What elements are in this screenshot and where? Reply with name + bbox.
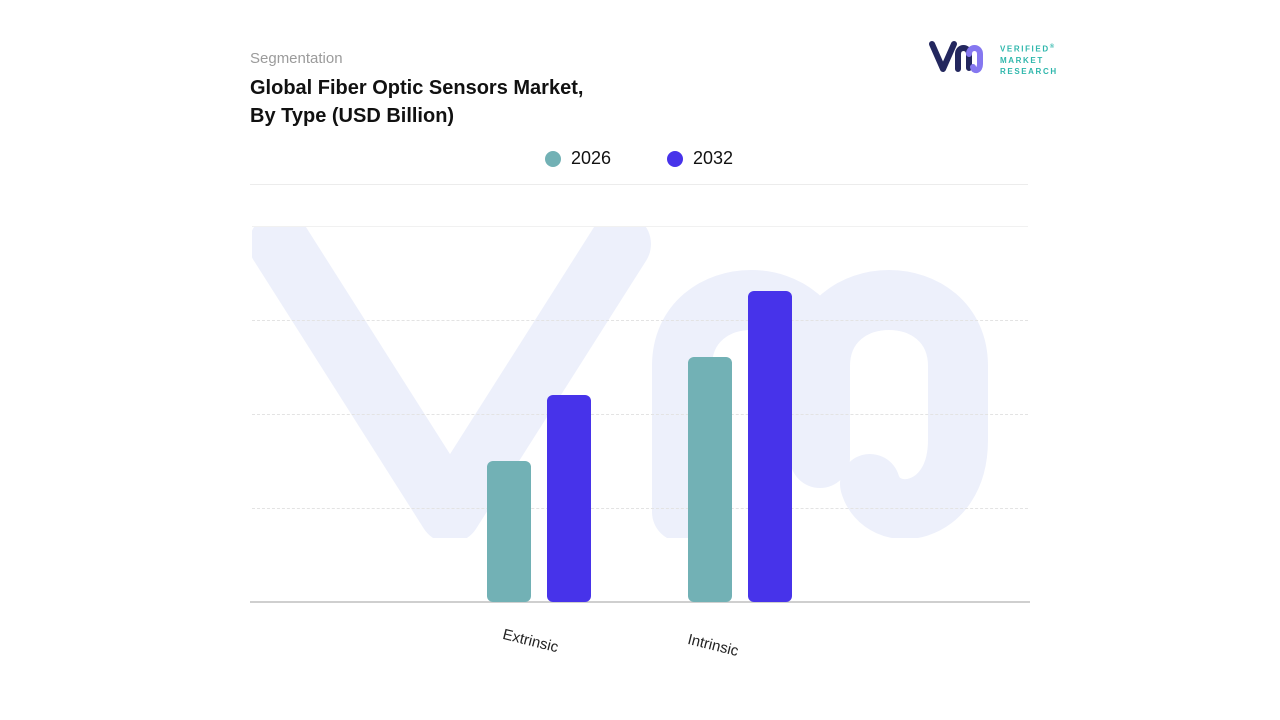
chart-title-line2: By Type (USD Billion) [250, 105, 455, 127]
chart-eyebrow: Segmentation [250, 50, 343, 67]
header-divider [250, 184, 1028, 185]
chart-title: Global Fiber Optic Sensors Market, By Ty… [250, 74, 583, 130]
legend-item-2032: 2032 [667, 148, 733, 169]
gridline-3 [252, 508, 1028, 509]
legend: 2026 2032 [250, 148, 1028, 169]
x-axis-baseline [250, 601, 1030, 603]
bar-group-extrinsic [487, 395, 591, 602]
bar-extrinsic-2032 [547, 395, 591, 602]
chart-title-line1: Global Fiber Optic Sensors Market, [250, 77, 584, 99]
legend-dot-2026 [544, 150, 561, 167]
legend-item-2026: 2026 [544, 148, 611, 169]
bar-group-intrinsic [688, 291, 792, 602]
vmr-watermark-icon [252, 226, 988, 538]
bar-intrinsic-2032 [748, 291, 792, 602]
gridline-0 [252, 226, 1028, 227]
vmr-logo: VERIFIED® MARKET RESEARCH [928, 38, 1058, 81]
x-label-extrinsic: Extrinsic [500, 626, 561, 657]
brand-line-1: VERIFIED® [1000, 44, 1056, 54]
bar-intrinsic-2026 [688, 357, 732, 602]
brand-line-2: MARKET [1000, 55, 1044, 65]
legend-label-2026: 2026 [570, 148, 611, 168]
vmr-wordmark: VERIFIED® MARKET RESEARCH [1000, 42, 1058, 77]
vmr-monogram-icon [928, 38, 992, 81]
gridline-2 [252, 414, 1028, 415]
plot-area [250, 226, 1030, 603]
gridline-1 [252, 320, 1028, 321]
registered-mark: ® [1049, 44, 1056, 51]
bar-extrinsic-2026 [487, 461, 531, 602]
legend-label-2032: 2032 [693, 148, 734, 168]
brand-line-3: RESEARCH [1000, 66, 1058, 76]
legend-dot-2032 [667, 150, 683, 167]
x-label-intrinsic: Intrinsic [685, 631, 741, 660]
